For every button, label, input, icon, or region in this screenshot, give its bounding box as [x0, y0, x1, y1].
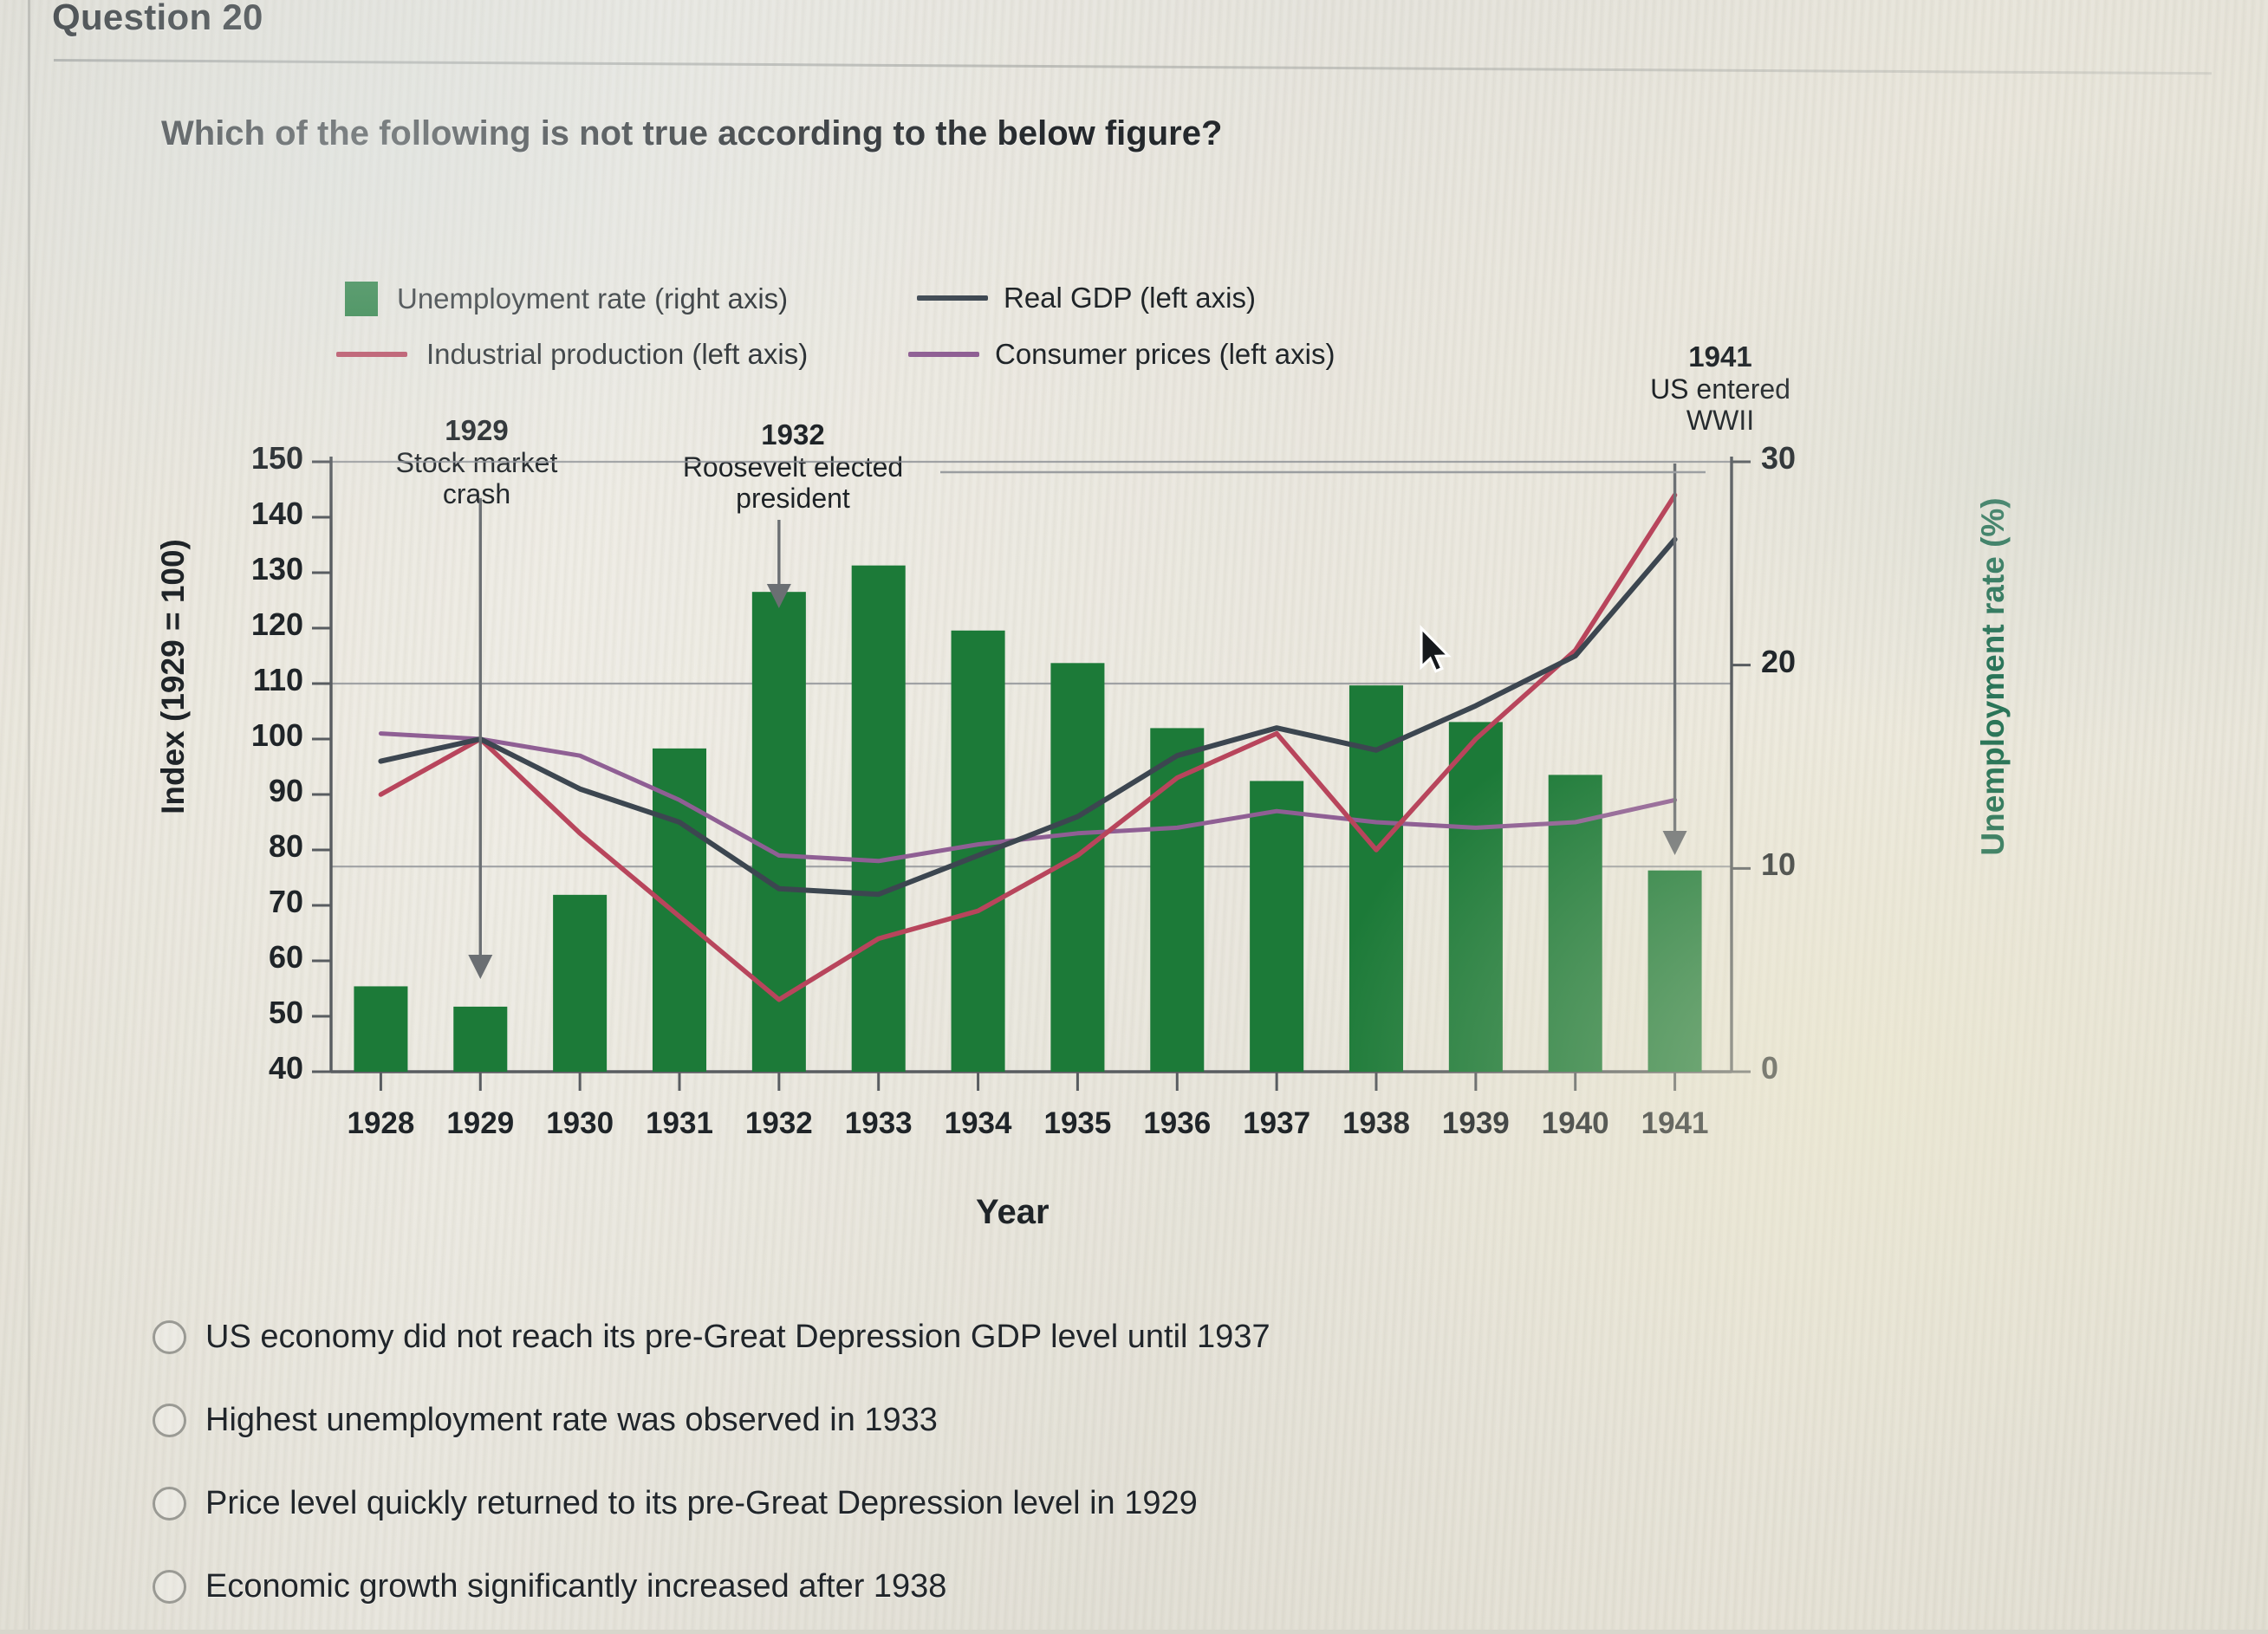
option-row-2[interactable]: Highest unemployment rate was observed i…: [153, 1402, 938, 1439]
option-row-4[interactable]: Economic growth significantly increased …: [153, 1568, 946, 1605]
bar: [553, 894, 608, 1072]
y-tick-label-left: 140: [250, 496, 303, 531]
y-tick-label-left: 50: [268, 995, 303, 1030]
y-tick-label-right: 0: [1761, 1050, 1779, 1086]
y-tick-label-right: 30: [1761, 440, 1797, 476]
annotation-arrow-1929-head: [468, 955, 493, 979]
radio-button-icon[interactable]: [153, 1487, 186, 1521]
y-tick-label-left: 110: [252, 662, 303, 697]
bar: [1647, 870, 1702, 1072]
option-label: Economic growth significantly increased …: [205, 1568, 947, 1605]
y-tick-label-right: 20: [1761, 643, 1797, 679]
option-label: Highest unemployment rate was observed i…: [205, 1402, 938, 1438]
radio-button-icon[interactable]: [153, 1404, 186, 1437]
y-tick-label-right: 10: [1761, 846, 1797, 883]
radio-button-icon[interactable]: [153, 1570, 186, 1604]
bar: [1250, 781, 1304, 1072]
y-tick-label-left: 90: [268, 773, 303, 808]
y-axis-right-title: Unemployment rate (%): [1975, 497, 2011, 856]
option-label: Price level quickly returned to its pre-…: [205, 1485, 1198, 1521]
radio-button-icon[interactable]: [153, 1320, 186, 1354]
mouse-cursor: [1420, 625, 1452, 673]
y-tick-label-left: 120: [250, 606, 303, 642]
annotation-arrow-1941-head: [1662, 831, 1687, 855]
bar: [851, 565, 906, 1072]
option-label: US economy did not reach its pre-Great D…: [205, 1319, 1270, 1355]
x-tick-label: 1941: [1641, 1106, 1709, 1140]
y-tick-label-left: 100: [250, 717, 303, 753]
option-row-1[interactable]: US economy did not reach its pre-Great D…: [153, 1319, 1270, 1356]
y-tick-label-left: 70: [268, 884, 303, 919]
bar: [951, 630, 1005, 1072]
y-tick-label-left: 40: [268, 1050, 303, 1086]
bar: [354, 986, 408, 1072]
y-tick-label-left: 80: [268, 828, 303, 864]
bar: [1448, 722, 1503, 1072]
option-row-3[interactable]: Price level quickly returned to its pre-…: [153, 1485, 1198, 1522]
y-tick-label-left: 150: [250, 440, 303, 476]
y-tick-label-left: 60: [268, 939, 303, 975]
bar: [652, 748, 707, 1072]
x-axis-title: Year: [976, 1193, 1050, 1231]
bar: [453, 1006, 508, 1072]
y-tick-label-left: 130: [250, 551, 303, 587]
